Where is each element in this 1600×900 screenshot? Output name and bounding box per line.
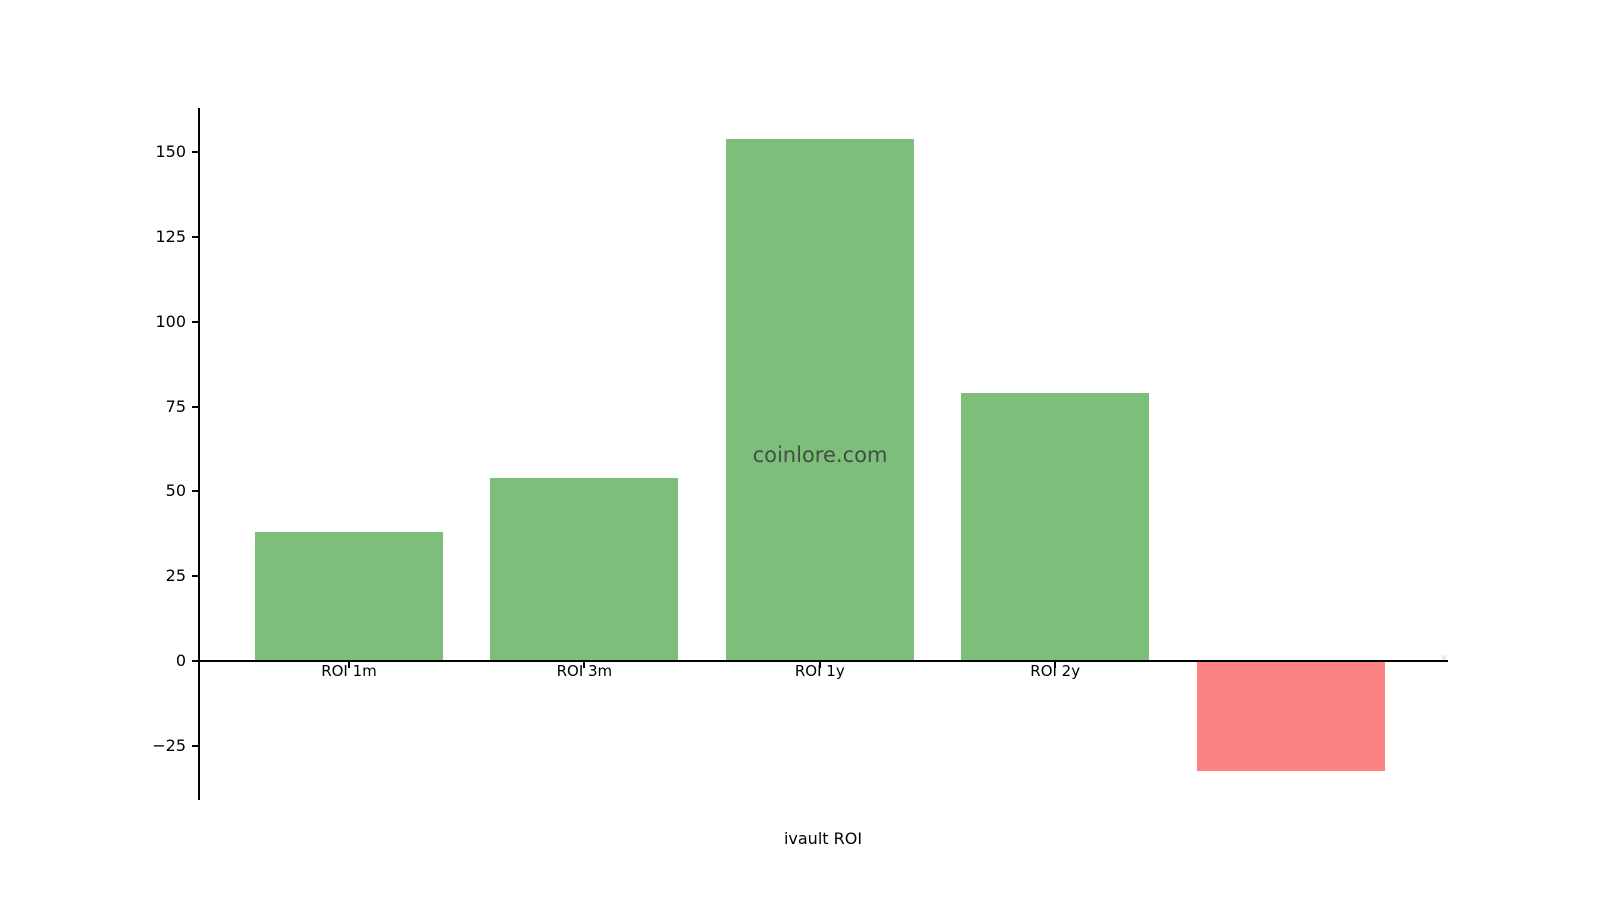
axis-end-artifact-icon: × [1438,651,1450,665]
y-tick-mark [192,405,198,408]
chart-title: ivault ROI [783,829,863,848]
bar-roi-2y [961,393,1150,661]
x-axis-line [198,660,1448,662]
x-tick-mark [348,662,350,668]
x-tick-label-roi-1m: ROI 1m [321,662,377,680]
y-tick-mark [192,151,198,154]
y-tick-mark [192,575,198,578]
y-tick-mark [192,320,198,323]
y-tick-label: 75 [165,396,186,416]
x-tick-label-roi-1y: ROI 1y [794,662,845,680]
bar-5-negative [1196,662,1385,771]
y-tick-mark [192,236,198,238]
y-tick-label: −25 [152,735,186,755]
watermark-text: coinlore.com [752,443,888,467]
y-tick-mark [192,744,198,747]
bar-roi-1m [255,532,443,661]
x-tick-label-roi-2y: ROI 2y [1030,662,1081,680]
x-tick-mark [818,662,821,668]
x-tick-label-roi-3m: ROI 3m [556,662,613,680]
x-tick-mark [1054,662,1057,668]
y-tick-mark [192,490,198,493]
y-tick-label: 0 [175,651,186,670]
y-tick-label: 125 [155,227,186,246]
x-tick-mark [583,662,586,668]
y-tick-mark [192,660,198,662]
y-axis-spine [198,108,200,800]
y-tick-label: 150 [155,142,186,162]
y-tick-label: 100 [155,311,186,331]
bar-roi-1y [725,138,914,661]
y-tick-label: 50 [165,481,186,501]
bar-roi-3m [490,477,679,661]
y-tick-label: 25 [165,566,186,586]
